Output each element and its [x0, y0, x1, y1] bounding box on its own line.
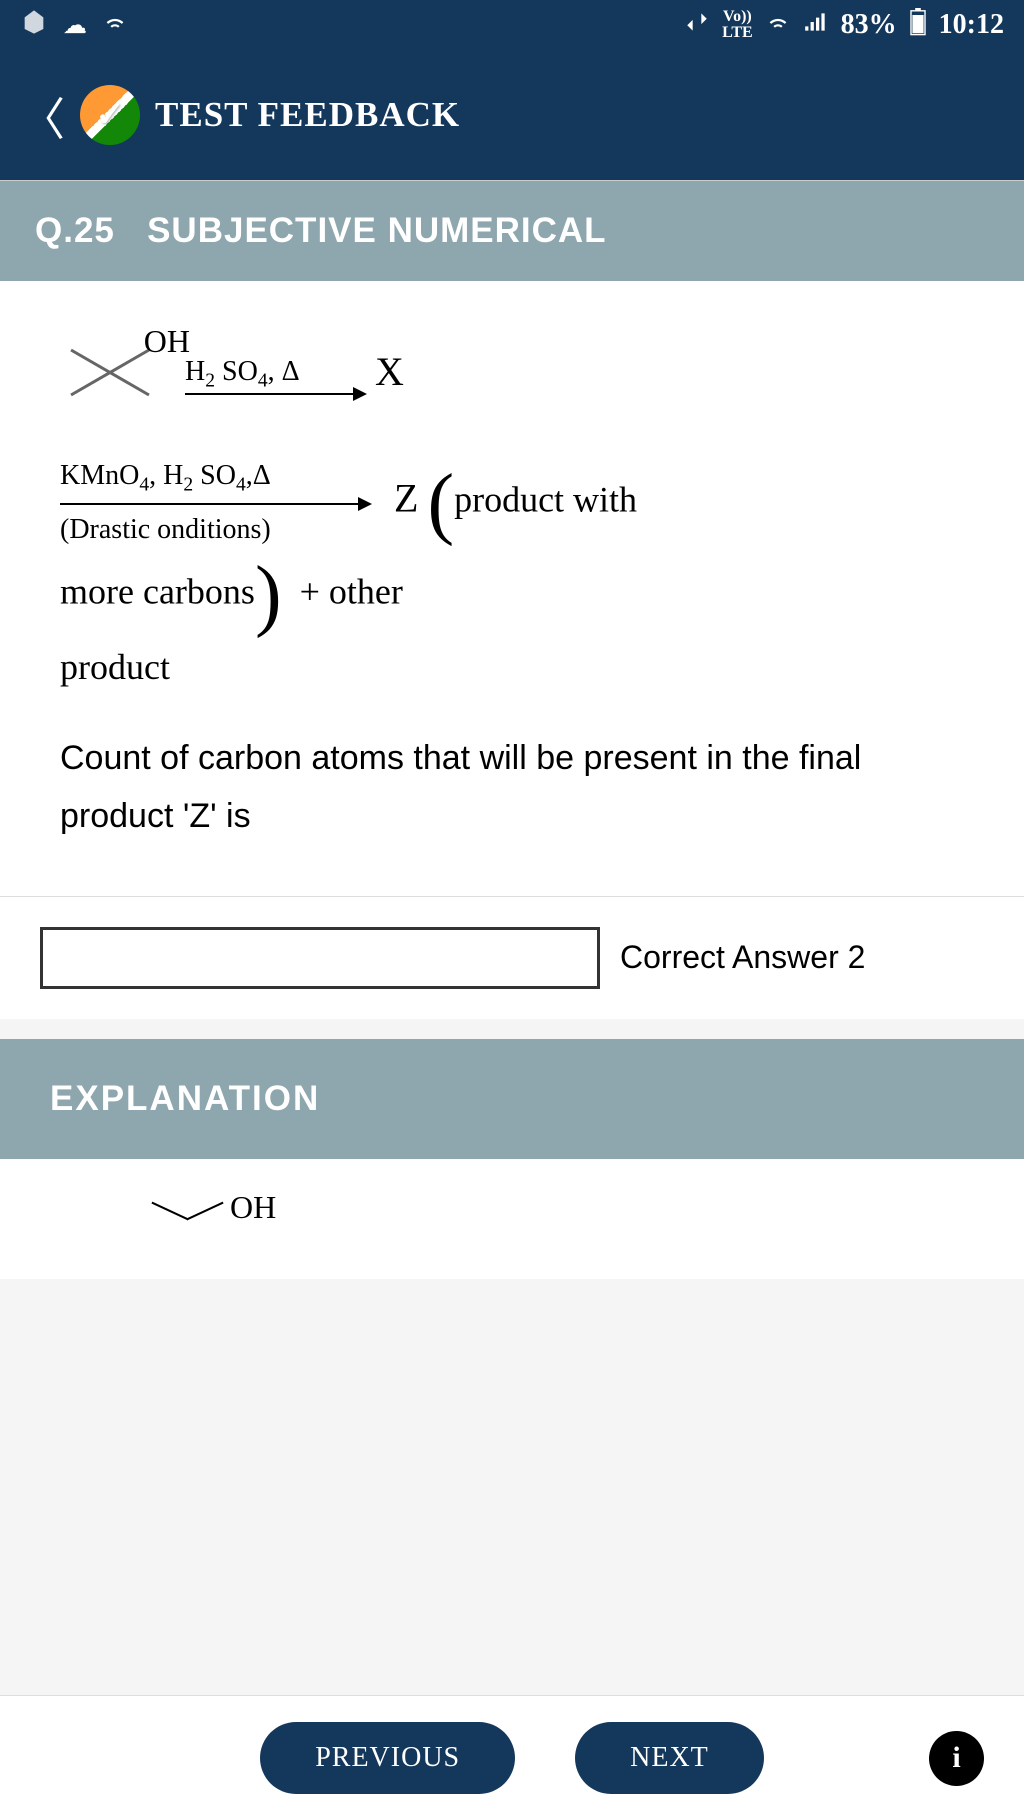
bottom-navigation: PREVIOUS NEXT i: [0, 1695, 1024, 1820]
back-button[interactable]: 〈: [20, 83, 65, 148]
check-icon: ✓: [95, 95, 124, 135]
time-label: 10:12: [939, 9, 1004, 41]
correct-answer-label: Correct Answer 2: [620, 939, 865, 976]
answer-input[interactable]: [40, 927, 600, 989]
plus-other: + other: [300, 572, 403, 612]
page-title: TEST FEEDBACK: [155, 95, 460, 135]
reagent-2-top: KMnO4, H2 SO4,Δ: [60, 451, 370, 503]
product-x: X: [375, 348, 404, 395]
volte-label: Vo))LTE: [722, 9, 753, 41]
cloud-icon: ☁: [63, 11, 87, 40]
wifi-icon: [102, 9, 128, 42]
product-word: product: [60, 647, 170, 687]
reaction-arrow-2: KMnO4, H2 SO4,Δ (Drastic onditions): [60, 451, 370, 555]
explanation-header: EXPLANATION: [0, 1039, 1024, 1159]
product-desc-1: product with: [454, 479, 637, 519]
reaction-arrow-1: H2 SO4, Δ: [185, 356, 365, 395]
molecule-structure: OH: [60, 331, 160, 411]
battery-percent: 83%: [841, 9, 897, 41]
reaction-line-2: KMnO4, H2 SO4,Δ (Drastic onditions) Z (p…: [60, 451, 964, 700]
paren-open: (: [427, 463, 454, 543]
explanation-body: OH: [0, 1159, 1024, 1279]
status-left: ☁: [20, 8, 128, 43]
app-logo: ✓: [80, 85, 140, 145]
question-body: OH H2 SO4, Δ X KMnO4, H2 SO4,Δ (Drastic …: [0, 281, 1024, 896]
z-label: Z: [394, 475, 418, 520]
paren-close: ): [255, 555, 282, 635]
oh-label: OH: [144, 323, 190, 360]
question-number: Q.25 SUBJECTIVE NUMERICAL: [35, 211, 607, 250]
status-bar: ☁ Vo))LTE 83% 10:12: [0, 0, 1024, 50]
question-text: Count of carbon atoms that will be prese…: [60, 730, 964, 846]
reaction-line-1: OH H2 SO4, Δ X: [60, 331, 964, 411]
wifi-signal-icon: [765, 9, 791, 42]
app-header: 〈 ✓ TEST FEEDBACK: [0, 50, 1024, 180]
battery-icon: [909, 8, 927, 43]
status-right: Vo))LTE 83% 10:12: [684, 8, 1004, 43]
answer-section: Correct Answer 2: [0, 896, 1024, 1019]
app-icon: [20, 8, 48, 43]
question-header: Q.25 SUBJECTIVE NUMERICAL: [0, 180, 1024, 281]
previous-button[interactable]: PREVIOUS: [260, 1722, 515, 1794]
explanation-molecule: OH: [150, 1189, 276, 1225]
explanation-title: EXPLANATION: [50, 1079, 320, 1118]
signal-bars-icon: [803, 9, 829, 42]
product-desc-2: more carbons: [60, 572, 255, 612]
reagent-2-bottom: (Drastic onditions): [60, 505, 370, 555]
vibrate-icon: [684, 9, 710, 41]
next-button[interactable]: NEXT: [575, 1722, 764, 1794]
info-button[interactable]: i: [929, 1731, 984, 1786]
reagent-1: H2 SO4, Δ: [185, 356, 300, 393]
